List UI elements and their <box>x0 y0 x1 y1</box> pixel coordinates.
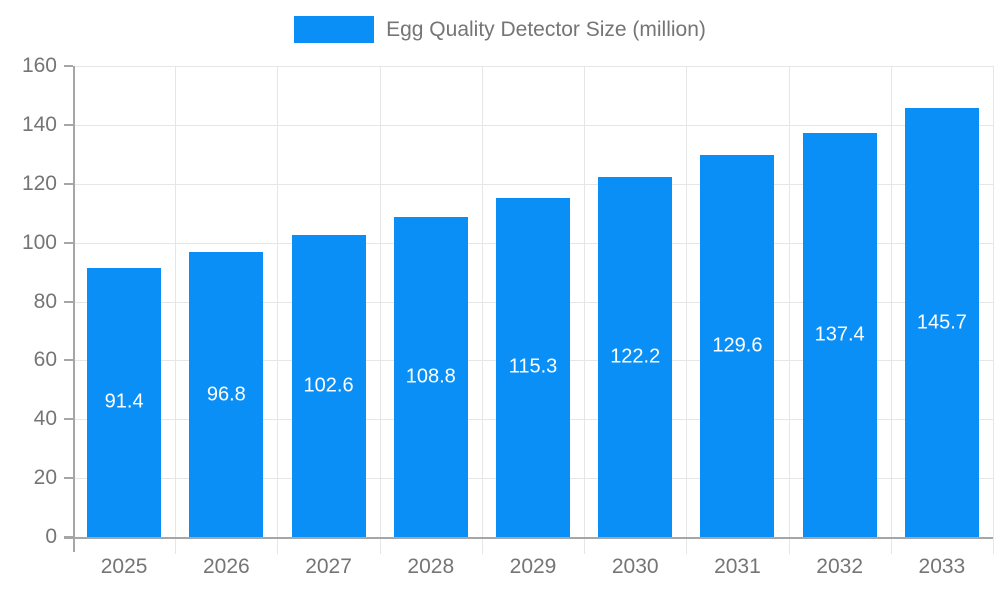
plot-area: 0 20 40 60 80 100 120 140 160 91.4 2025 96.8 2026 102… <box>22 54 994 578</box>
bar[interactable]: 145.7 <box>904 108 979 537</box>
bar[interactable]: 115.3 <box>496 197 570 537</box>
gridline-vertical <box>993 66 994 554</box>
x-axis-tick-label: 2025 <box>100 555 148 578</box>
bar-value-label: 145.7 <box>916 311 967 334</box>
y-axis-tick-label: 140 <box>21 112 57 136</box>
bar[interactable]: 91.4 <box>87 267 162 537</box>
x-axis-line <box>64 537 993 539</box>
y-axis-tick <box>64 300 73 303</box>
bar-value-label: 137.4 <box>814 323 865 346</box>
y-axis-tick <box>64 418 73 421</box>
bar-value-label: 91.4 <box>104 390 144 413</box>
gridline-vertical <box>175 66 177 554</box>
gridline-horizontal <box>73 66 993 67</box>
x-axis-tick-label: 2026 <box>202 555 250 578</box>
bar-value-label: 96.8 <box>206 383 246 405</box>
gridline-vertical <box>686 66 688 554</box>
gridline-horizontal <box>73 124 993 126</box>
x-axis-tick-label: 2028 <box>407 555 455 578</box>
y-axis-tick-label: 100 <box>21 230 57 254</box>
y-axis-tick <box>64 477 73 480</box>
bar[interactable]: 137.4 <box>802 132 877 537</box>
bar-value-label: 122.2 <box>610 345 661 368</box>
x-axis-tick-label: 2032 <box>816 555 864 578</box>
y-axis-tick-label: 160 <box>21 54 57 77</box>
y-axis-tick-label: 40 <box>33 407 57 431</box>
y-axis-tick <box>64 123 73 126</box>
y-axis-tick <box>64 182 73 185</box>
y-axis-tick-label: 80 <box>33 289 57 313</box>
gridline-vertical <box>379 66 381 554</box>
x-axis-tick-label: 2030 <box>611 555 659 578</box>
bar[interactable]: 102.6 <box>291 234 366 537</box>
legend-swatch <box>294 16 375 43</box>
bar-value-label: 108.8 <box>405 365 456 388</box>
x-axis-tick-label: 2027 <box>305 555 352 578</box>
y-axis-tick-label: 0 <box>45 525 57 548</box>
y-axis-tick <box>64 241 73 244</box>
gridline-vertical <box>788 66 790 554</box>
y-axis-tick-label: 20 <box>33 466 57 490</box>
y-axis-tick <box>64 359 73 362</box>
gridline-vertical <box>890 66 892 554</box>
gridline-horizontal <box>73 183 993 185</box>
chart-legend[interactable]: Egg Quality Detector Size (million) <box>0 16 1000 43</box>
y-axis-tick <box>64 65 73 67</box>
bar[interactable]: 96.8 <box>189 252 264 537</box>
gridline-vertical <box>584 66 586 554</box>
bar-value-label: 102.6 <box>303 374 354 397</box>
gridline-vertical <box>481 66 483 554</box>
bar[interactable]: 108.8 <box>393 216 468 537</box>
bar-value-label: 129.6 <box>712 334 763 357</box>
y-axis-tick-label: 120 <box>21 171 57 195</box>
bar-value-label: 115.3 <box>508 355 558 378</box>
x-axis-tick-label: 2033 <box>918 555 966 578</box>
y-axis-tick-label: 60 <box>33 348 57 372</box>
y-axis-tick <box>64 536 73 538</box>
legend-label: Egg Quality Detector Size (million) <box>386 17 706 41</box>
gridline-vertical <box>277 66 279 554</box>
x-axis-tick-label: 2029 <box>509 555 557 578</box>
bar[interactable]: 122.2 <box>598 177 673 537</box>
x-axis-tick-label: 2031 <box>714 555 761 578</box>
bar[interactable]: 129.6 <box>700 155 775 537</box>
y-axis-line <box>73 66 75 552</box>
